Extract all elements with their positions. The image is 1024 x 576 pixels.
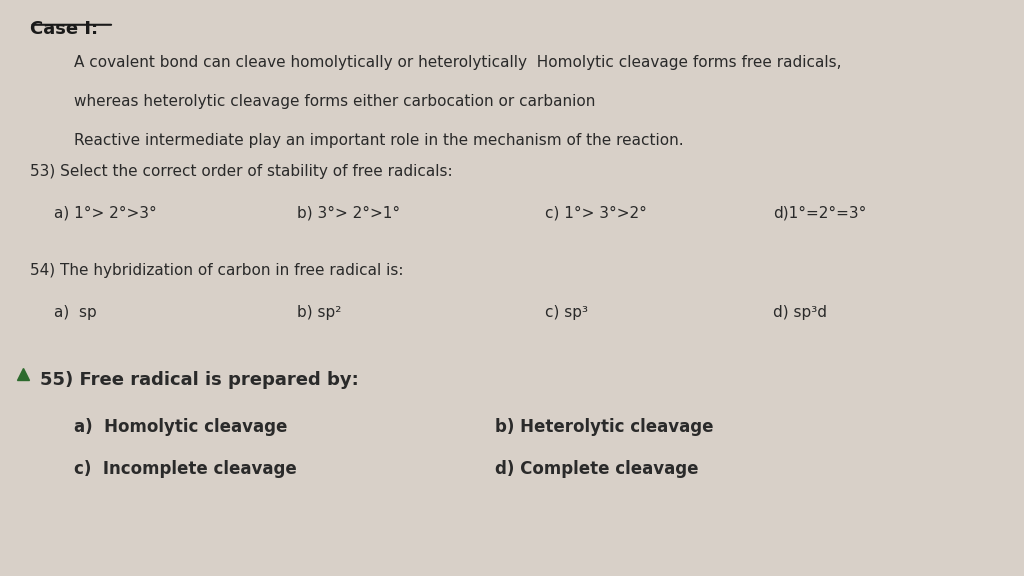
Text: c)  Incomplete cleavage: c) Incomplete cleavage <box>75 460 297 478</box>
Text: 53) Select the correct order of stability of free radicals:: 53) Select the correct order of stabilit… <box>30 164 453 179</box>
Text: a)  sp: a) sp <box>54 305 97 320</box>
Text: b) sp²: b) sp² <box>297 305 342 320</box>
Text: A covalent bond can cleave homolytically or heterolytically  Homolytic cleavage : A covalent bond can cleave homolytically… <box>75 55 842 70</box>
Text: a) 1°> 2°>3°: a) 1°> 2°>3° <box>54 206 158 221</box>
Text: d) sp³d: d) sp³d <box>773 305 826 320</box>
Text: 54) The hybridization of carbon in free radical is:: 54) The hybridization of carbon in free … <box>30 263 403 278</box>
Text: a)  Homolytic cleavage: a) Homolytic cleavage <box>75 418 288 436</box>
Text: Reactive intermediate play an important role in the mechanism of the reaction.: Reactive intermediate play an important … <box>75 133 684 148</box>
Text: b) Heterolytic cleavage: b) Heterolytic cleavage <box>496 418 714 436</box>
Text: 55) Free radical is prepared by:: 55) Free radical is prepared by: <box>40 371 358 389</box>
Text: c) 1°> 3°>2°: c) 1°> 3°>2° <box>545 206 647 221</box>
Text: b) 3°> 2°>1°: b) 3°> 2°>1° <box>297 206 400 221</box>
Text: d) Complete cleavage: d) Complete cleavage <box>496 460 698 478</box>
Text: d)1°=2°=3°: d)1°=2°=3° <box>773 206 866 221</box>
Text: Case I:: Case I: <box>30 20 98 38</box>
Text: whereas heterolytic cleavage forms either carbocation or carbanion: whereas heterolytic cleavage forms eithe… <box>75 94 596 109</box>
Text: c) sp³: c) sp³ <box>545 305 588 320</box>
